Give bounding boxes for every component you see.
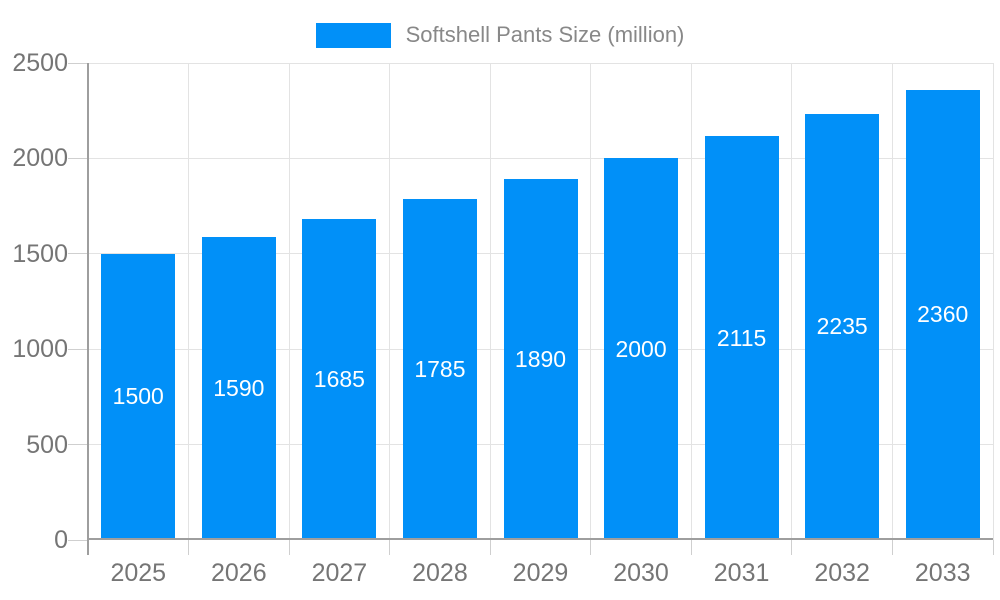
y-tick-label: 2500: [12, 49, 68, 77]
x-axis-tick: [188, 540, 190, 555]
legend[interactable]: Softshell Pants Size (million): [0, 20, 1000, 50]
x-tick-label: 2031: [713, 559, 770, 587]
bar: 2360: [905, 89, 980, 540]
y-tick-label: 0: [54, 526, 68, 554]
x-axis-tick: [590, 540, 592, 555]
x-axis-tick: [791, 540, 793, 555]
y-axis-tick: [68, 539, 88, 541]
legend-swatch: [315, 22, 391, 48]
grid-line-vertical: [891, 63, 893, 540]
grid-line-vertical: [992, 63, 994, 540]
x-axis-tick: [489, 540, 491, 555]
grid-line-vertical: [188, 63, 190, 540]
bar-value-label: 2115: [716, 324, 767, 351]
bar: 2115: [704, 136, 779, 540]
y-axis-tick: [68, 444, 88, 446]
y-axis-tick: [68, 157, 88, 159]
x-tick-label: 2027: [311, 559, 368, 587]
x-axis-tick: [891, 540, 893, 555]
bar-value-label: 1785: [414, 356, 466, 383]
grid-line-horizontal: [88, 157, 993, 159]
x-tick-label: 2029: [512, 559, 569, 587]
bar: 2235: [805, 113, 880, 540]
y-tick-label: 500: [26, 430, 68, 459]
grid-line-vertical: [791, 63, 793, 540]
grid-line-vertical: [590, 63, 592, 540]
x-tick-label: 2032: [814, 559, 870, 587]
bar: 1590: [201, 236, 276, 540]
y-tick-label: 1000: [12, 335, 68, 364]
grid-line-horizontal: [88, 62, 993, 64]
y-tick-label: 2000: [12, 144, 68, 173]
x-axis-tick: [690, 540, 692, 555]
bar-value-label: 2000: [615, 335, 667, 362]
y-tick-label: 1500: [12, 239, 68, 268]
y-axis-line: [87, 63, 89, 555]
bar-value-label: 1890: [514, 346, 567, 373]
grid-line-vertical: [288, 63, 290, 540]
grid-line-vertical: [489, 63, 491, 540]
x-tick-label: 2033: [914, 559, 971, 587]
x-axis-tick: [389, 540, 391, 555]
bar-value-label: 2360: [917, 301, 969, 328]
x-tick-label: 2028: [412, 559, 468, 587]
bar: 1785: [402, 199, 477, 540]
x-tick-label: 2026: [211, 559, 267, 587]
bar: 1500: [101, 253, 176, 540]
x-axis-line: [88, 538, 993, 540]
bar: 1890: [503, 179, 578, 540]
x-tick-label: 2030: [613, 559, 669, 587]
plot-area: 0 500 1000 1500 2000 2500 1500 2025 1590 2026 1685…: [12, 49, 994, 586]
x-axis-tick: [288, 540, 290, 555]
x-tick-label: 2025: [110, 559, 167, 587]
bar-value-label: 1685: [313, 365, 365, 392]
x-axis-tick: [992, 540, 994, 555]
bar-value-label: 1500: [112, 383, 164, 410]
bar-value-label: 2235: [816, 313, 868, 340]
bar: 1685: [302, 218, 377, 540]
grid-line-vertical: [690, 63, 692, 540]
bar: 2000: [604, 158, 679, 540]
y-axis-tick: [68, 253, 88, 255]
bar-value-label: 1590: [213, 374, 265, 401]
y-axis-tick: [68, 62, 88, 64]
legend-label: Softshell Pants Size (million): [405, 22, 685, 47]
grid-line-vertical: [389, 63, 391, 540]
y-axis-tick: [68, 348, 88, 350]
